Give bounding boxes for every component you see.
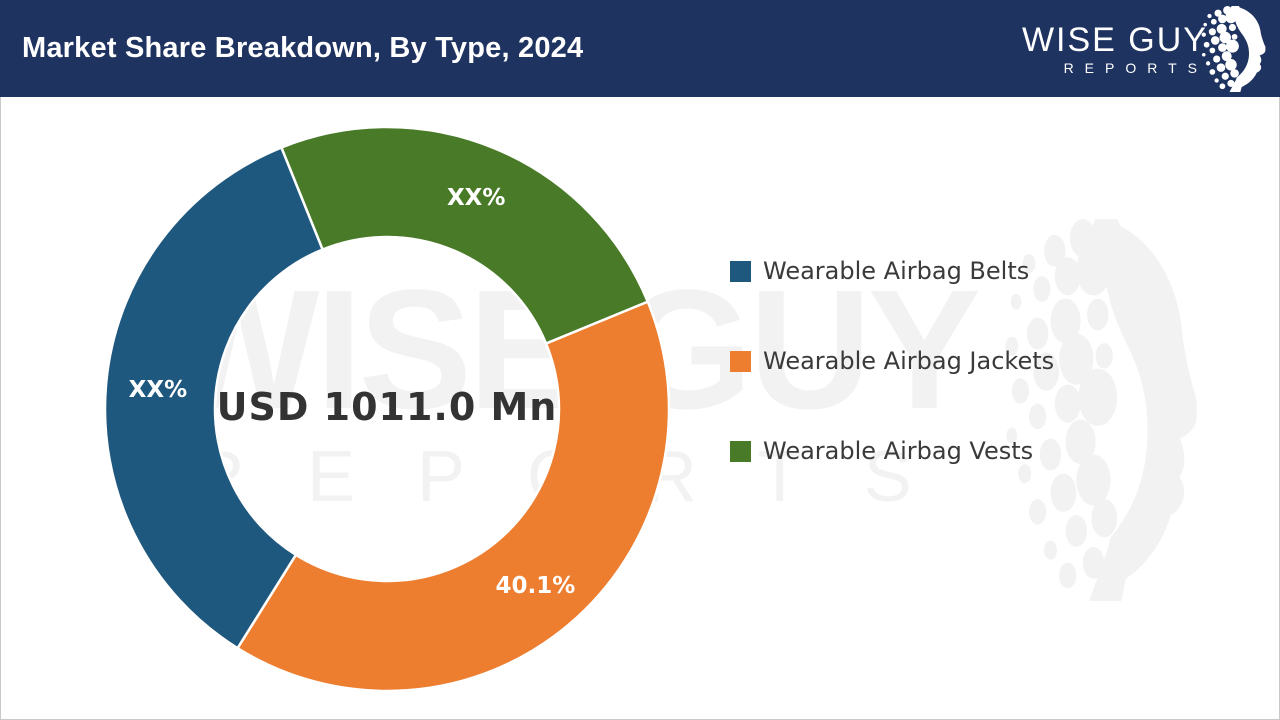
brand-head-icon	[1201, 5, 1266, 92]
donut-segment-label-wearable-airbag-jackets: 40.1%	[496, 573, 576, 599]
legend-label-wearable-airbag-vests: Wearable Airbag Vests	[763, 437, 1034, 465]
legend-swatch-wearable-airbag-vests	[730, 440, 751, 462]
brand-name: WISE GUY	[1021, 20, 1208, 59]
donut-segment-wearable-airbag-vests	[279, 125, 650, 346]
legend-swatch-wearable-airbag-belts	[730, 260, 751, 282]
donut-chart: XX% 40.1% XX%	[103, 125, 671, 693]
legend-item-wearable-airbag-jackets: Wearable Airbag Jackets	[730, 349, 1054, 373]
legend-item-wearable-airbag-vests: Wearable Airbag Vests	[730, 439, 1054, 463]
brand-logo-text: WISE GUY REPORTS	[1022, 23, 1208, 75]
donut-segment-wearable-airbag-belts	[103, 145, 325, 650]
legend-label-wearable-airbag-belts: Wearable Airbag Belts	[763, 257, 1030, 285]
chart-canvas: WISE GUY REPORTS XX%40.1%XX% USD 1011.0 …	[0, 97, 1280, 720]
donut-center-value: USD 1011.0 Mn	[216, 385, 558, 429]
legend-item-wearable-airbag-belts: Wearable Airbag Belts	[730, 259, 1054, 283]
brand-subtitle: REPORTS	[1063, 59, 1208, 76]
page-title: Market Share Breakdown, By Type, 2024	[22, 32, 584, 64]
legend: Wearable Airbag Belts Wearable Airbag Jac…	[730, 259, 1054, 529]
donut-segment-wearable-airbag-jackets	[235, 300, 671, 693]
legend-swatch-wearable-airbag-jackets	[730, 350, 751, 372]
donut-segment-label-wearable-airbag-belts: XX%	[129, 377, 188, 403]
donut-segment-label-wearable-airbag-vests: XX%	[447, 185, 506, 211]
header-bar: Market Share Breakdown, By Type, 2024 WI…	[0, 0, 1280, 97]
legend-label-wearable-airbag-jackets: Wearable Airbag Jackets	[763, 347, 1055, 375]
brand-logo: WISE GUY REPORTS	[1022, 5, 1268, 92]
